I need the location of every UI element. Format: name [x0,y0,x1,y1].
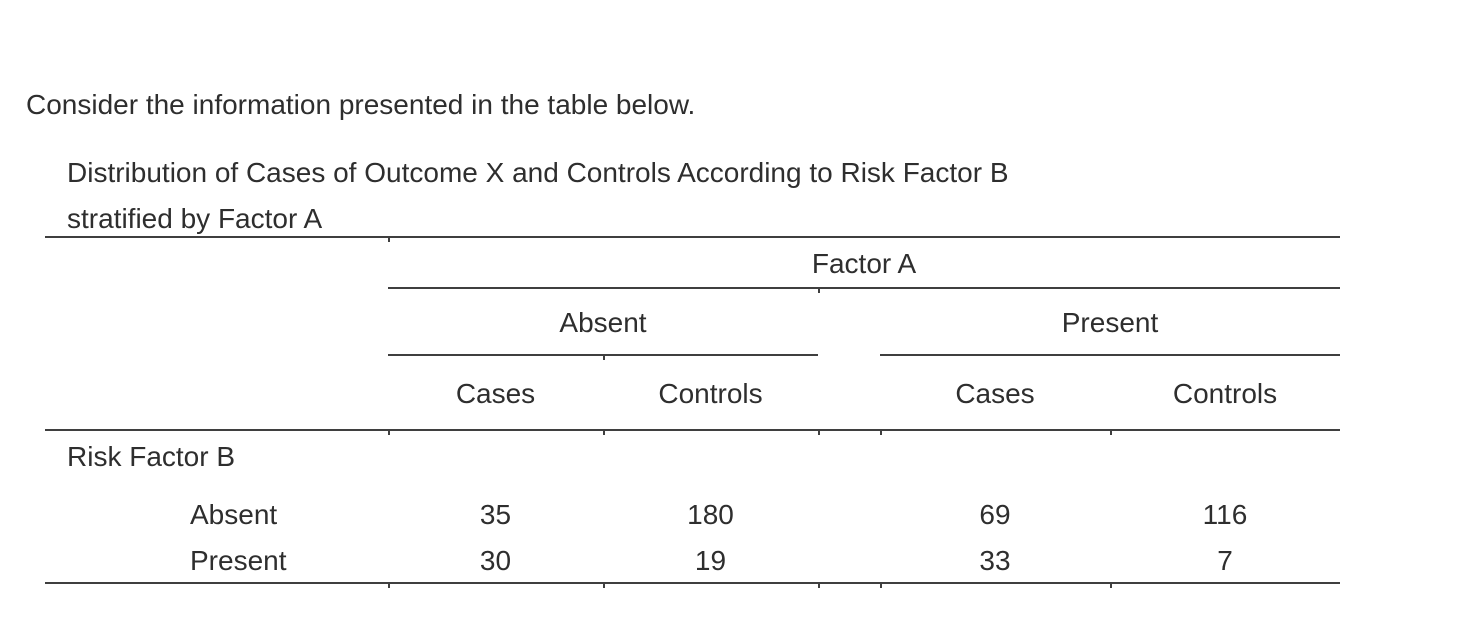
cell-absent-controls-absent: 180 [687,499,734,530]
cell-absent-controls-present: 116 [1202,499,1248,530]
group-header-absent: Absent [559,307,647,338]
row-label-absent: Absent [190,499,278,530]
table-title: Distribution of Cases of Outcome X and C… [67,150,1009,242]
cell-absent-cases-absent: 35 [479,499,512,530]
table-tick [388,582,390,588]
table-tick [388,429,390,435]
cell-present-controls-absent: 19 [694,545,727,576]
table-tick [880,582,882,588]
cell-present-cases-present: 33 [979,545,1011,576]
table-tick [388,236,390,242]
table-title-line2: stratified by Factor A [67,203,323,234]
column-header-cases-present: Cases [955,378,1035,409]
rule-header-bottom [45,429,1340,431]
rule-group-present [880,354,1340,356]
table-tick [1110,582,1112,588]
table-tick [818,582,820,588]
factor-a-header: Factor A [811,248,917,279]
table-tick [603,354,605,360]
table-tick [1110,429,1112,435]
rule-factor-a [388,287,1340,289]
column-header-cases-absent: Cases [455,378,536,409]
table-title-line1: Distribution of Cases of Outcome X and C… [67,157,1009,188]
intro-text: Consider the information presented in th… [26,89,696,120]
cell-absent-cases-present: 69 [979,499,1011,530]
table-tick [818,287,820,293]
column-header-controls-present: Controls [1172,378,1278,409]
stub-header: Risk Factor B [67,441,236,472]
rule-bottom [45,582,1340,584]
column-header-controls-absent: Controls [658,378,763,409]
row-label-present: Present [190,545,287,576]
table-tick [880,429,882,435]
table-tick [603,582,605,588]
table-tick [603,429,605,435]
rule-top [45,236,1340,238]
table-tick [818,429,820,435]
cell-present-cases-absent: 30 [479,545,512,576]
group-header-present: Present [1061,307,1159,338]
cell-present-controls-present: 7 [1217,545,1233,576]
